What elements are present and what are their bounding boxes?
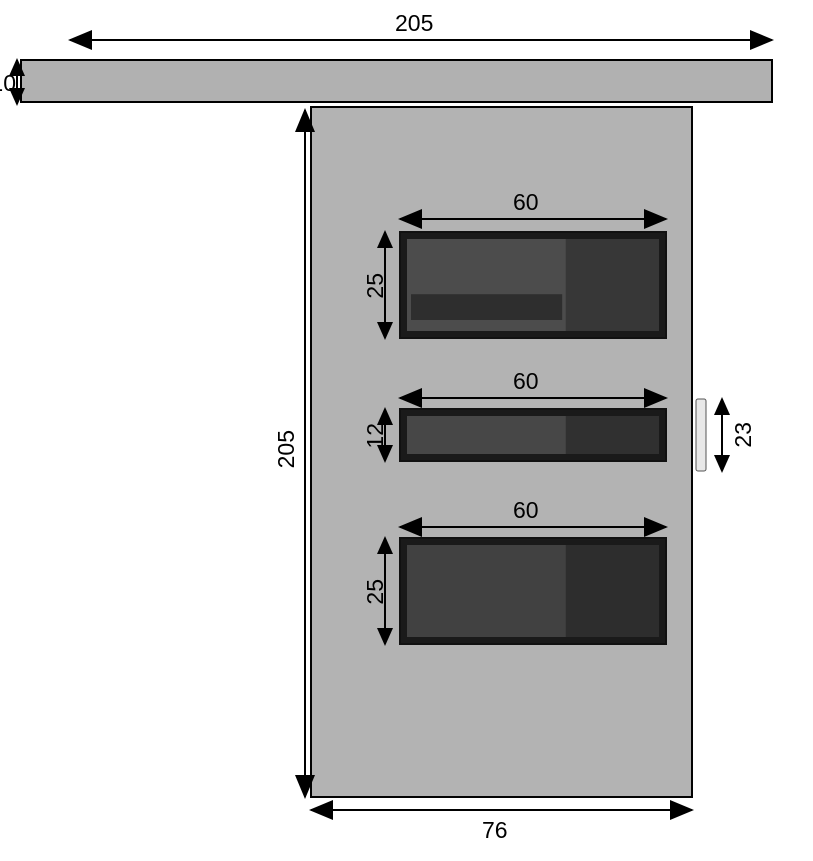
diagram-canvas: 205 10 205 76 23 60 25 60 12 60 25 — [0, 0, 813, 856]
dim-panel-bot-w: 60 — [513, 497, 539, 524]
dim-rail-height: 10 — [0, 70, 16, 97]
dim-door-width: 76 — [482, 817, 508, 844]
glass-panel-top — [400, 232, 666, 338]
dim-panel-bot-h: 25 — [362, 579, 389, 605]
glass-panel-bot — [400, 538, 666, 644]
diagram-svg — [0, 0, 813, 856]
dim-handle-height: 23 — [730, 422, 757, 448]
glass-panel-mid — [400, 409, 666, 461]
dim-panel-top-w: 60 — [513, 189, 539, 216]
door-handle — [696, 399, 706, 471]
rail — [21, 60, 772, 102]
dim-panel-mid-h: 12 — [362, 423, 389, 449]
dim-panel-mid-w: 60 — [513, 368, 539, 395]
dim-rail-width: 205 — [395, 10, 433, 37]
dim-door-height: 205 — [273, 430, 300, 468]
dim-panel-top-h: 25 — [362, 273, 389, 299]
